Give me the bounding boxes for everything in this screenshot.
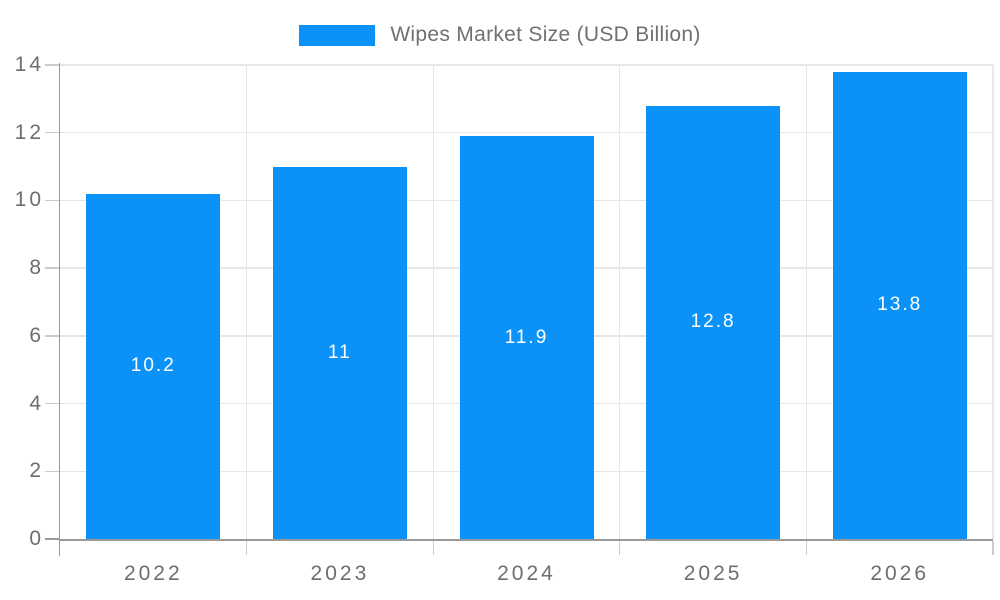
category-gridline — [619, 65, 621, 539]
bar[interactable] — [272, 166, 407, 539]
legend[interactable]: Wipes Market Size (USD Billion) — [0, 23, 1000, 47]
x-axis-label: 2025 — [683, 562, 743, 585]
bar[interactable] — [646, 105, 781, 539]
y-axis-label: 14 — [14, 53, 44, 76]
y-tick — [45, 64, 60, 66]
y-gridline — [60, 64, 993, 66]
x-axis-label: 2024 — [497, 562, 556, 585]
x-axis-label: 2026 — [870, 562, 930, 585]
y-tick — [45, 199, 60, 202]
y-axis-label: 6 — [29, 323, 44, 347]
bar[interactable] — [86, 193, 221, 539]
y-tick — [45, 470, 60, 472]
category-gridline — [432, 65, 434, 539]
x-axis-label: 2022 — [123, 562, 183, 585]
y-axis-label: 2 — [29, 459, 44, 483]
category-gridline — [805, 65, 808, 539]
x-tick — [619, 541, 621, 555]
y-tick — [45, 267, 60, 269]
y-axis-label: 10 — [14, 188, 44, 212]
x-axis-line — [58, 539, 993, 541]
bar-value-label: 12.8 — [690, 311, 736, 333]
x-tick — [432, 541, 434, 555]
category-gridline — [245, 65, 248, 539]
bar-value-label: 11.9 — [504, 326, 549, 348]
y-axis-label: 12 — [14, 120, 44, 144]
x-tick — [805, 541, 808, 555]
legend-label: Wipes Market Size (USD Billion) — [390, 23, 701, 46]
y-axis-label: 4 — [29, 391, 44, 415]
y-tick — [45, 132, 60, 134]
y-tick — [45, 335, 60, 337]
x-tick — [245, 541, 248, 555]
bar[interactable] — [459, 136, 594, 539]
bar-value-label: 13.8 — [877, 294, 923, 316]
x-axis-label: 2023 — [310, 562, 370, 585]
bar[interactable] — [832, 71, 967, 539]
y-axis-label: 8 — [29, 256, 44, 280]
category-gridline — [992, 65, 994, 539]
bar-value-label: 11 — [328, 341, 352, 363]
y-gridline — [60, 132, 993, 134]
x-tick — [992, 541, 994, 555]
y-tick — [45, 402, 60, 405]
y-tick — [45, 538, 60, 540]
y-axis-line — [58, 63, 61, 556]
y-axis-label: 0 — [29, 527, 44, 550]
bar-value-label: 10.2 — [130, 355, 176, 377]
legend-swatch — [299, 24, 376, 46]
